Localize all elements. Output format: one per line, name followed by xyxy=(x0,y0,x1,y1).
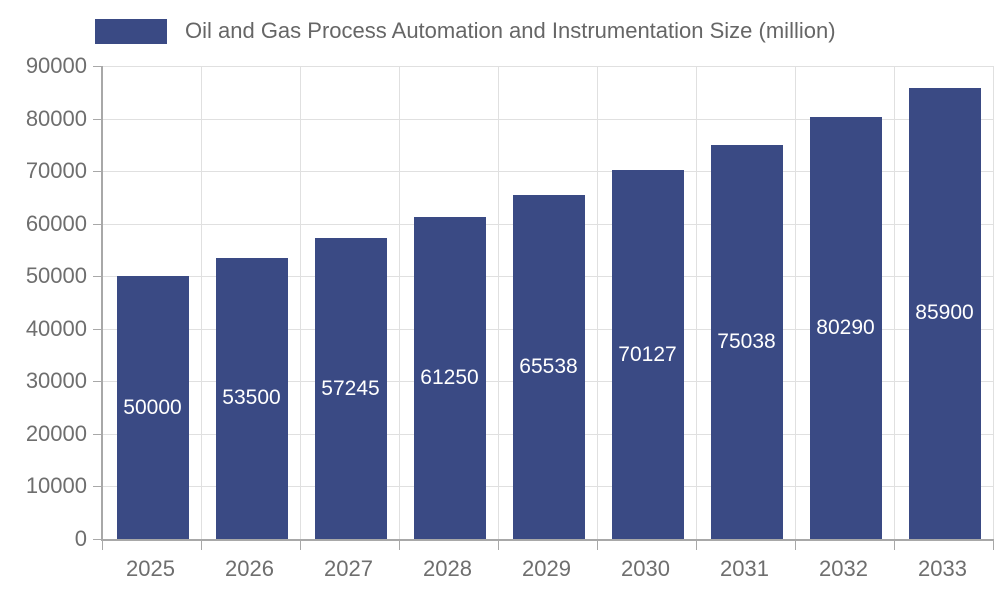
bar-value-label: 80290 xyxy=(816,316,875,340)
x-axis-tick-label: 2028 xyxy=(423,556,472,581)
x-axis-tick xyxy=(102,541,103,550)
bar-value-label: 85900 xyxy=(915,301,974,325)
x-axis-tick xyxy=(795,541,796,550)
bar-value-label: 53500 xyxy=(222,386,281,410)
bar-2028[interactable]: 61250 xyxy=(413,217,486,539)
y-axis-tick-label: 40000 xyxy=(25,315,87,341)
v-gridline xyxy=(597,66,598,539)
bar-2026[interactable]: 53500 xyxy=(215,257,288,539)
x-axis-tick-label: 2032 xyxy=(819,556,868,581)
x-axis-tick-label: 2027 xyxy=(324,556,373,581)
bar-value-label: 50000 xyxy=(123,395,182,419)
bar-value-label: 57245 xyxy=(321,376,380,400)
y-axis-tick-label: 20000 xyxy=(25,420,87,446)
x-axis-tick-label: 2025 xyxy=(126,556,175,581)
bar-2027[interactable]: 57245 xyxy=(314,238,387,539)
x-axis-tick-label: 2029 xyxy=(522,556,571,581)
bar-value-label: 61250 xyxy=(420,366,479,390)
y-axis-tick-label: 90000 xyxy=(25,53,87,78)
y-axis-tick-label: 60000 xyxy=(25,210,87,236)
plot-area: 50000 53500 57245 61250 65538 70127 75038 80290… xyxy=(93,66,994,550)
x-axis-tick-label: 2030 xyxy=(621,556,670,581)
h-gridline xyxy=(103,66,994,67)
y-axis-tick xyxy=(93,66,101,67)
y-axis-tick-label: 70000 xyxy=(25,158,87,184)
legend-swatch xyxy=(95,18,167,44)
v-gridline xyxy=(399,66,400,539)
bar-2032[interactable]: 80290 xyxy=(809,117,882,539)
bar-value-label: 75038 xyxy=(717,329,776,353)
v-gridline xyxy=(300,66,301,539)
x-axis-tick xyxy=(894,541,895,550)
h-gridline xyxy=(103,118,994,120)
y-axis-tick xyxy=(93,223,101,225)
v-gridline xyxy=(696,66,697,539)
bar-2029[interactable]: 65538 xyxy=(512,194,585,539)
v-gridline xyxy=(993,66,994,539)
bar-value-label: 70127 xyxy=(618,342,677,366)
x-axis-tick xyxy=(993,541,994,550)
bar-2030[interactable]: 70127 xyxy=(611,170,684,539)
x-axis-tick xyxy=(597,541,598,550)
v-gridline xyxy=(795,66,796,539)
y-axis-tick-label: 50000 xyxy=(25,263,87,289)
bar-2025[interactable]: 50000 xyxy=(116,276,189,539)
y-axis-tick-label: 0 xyxy=(74,526,87,551)
x-axis-tick-label: 2026 xyxy=(225,556,274,581)
y-axis-tick xyxy=(93,539,101,540)
x-axis-tick xyxy=(201,541,202,550)
y-axis-tick-label: 10000 xyxy=(25,473,87,499)
bar-2031[interactable]: 75038 xyxy=(710,144,783,539)
x-axis-tick xyxy=(696,541,697,550)
x-axis-tick-label: 2033 xyxy=(918,556,967,581)
y-axis-tick-label: 80000 xyxy=(25,105,87,131)
bar-2033[interactable]: 85900 xyxy=(908,87,981,539)
x-axis-tick xyxy=(300,541,301,550)
y-axis-tick xyxy=(93,328,101,330)
v-gridline xyxy=(498,66,499,539)
h-gridline xyxy=(103,171,994,173)
x-axis-tick-label: 2031 xyxy=(720,556,769,581)
y-axis-tick xyxy=(93,171,101,173)
bar-value-label: 65538 xyxy=(519,354,578,378)
y-axis-tick xyxy=(93,118,101,120)
chart-legend[interactable]: Oil and Gas Process Automation and Instr… xyxy=(95,18,836,44)
y-axis-tick xyxy=(93,433,101,435)
legend-label: Oil and Gas Process Automation and Instr… xyxy=(185,18,836,43)
v-gridline xyxy=(201,66,202,539)
y-axis-tick-label: 30000 xyxy=(25,368,87,394)
x-axis-tick xyxy=(399,541,400,550)
y-axis-tick xyxy=(93,381,101,383)
x-axis-tick xyxy=(498,541,499,550)
y-axis-tick xyxy=(93,486,101,488)
y-axis-tick xyxy=(93,276,101,278)
v-gridline xyxy=(894,66,895,539)
